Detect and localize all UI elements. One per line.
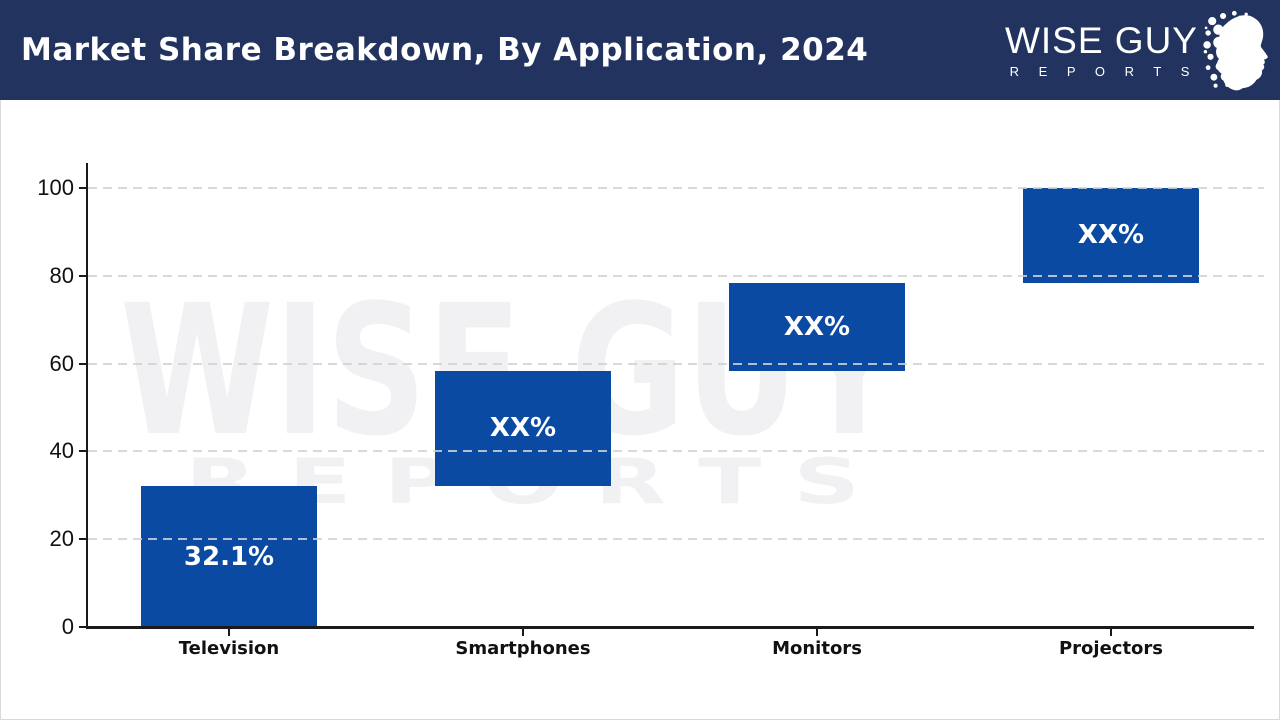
bar-television: 32.1% xyxy=(141,486,317,627)
logo-wordmark-line1: WISE GUY xyxy=(1004,20,1198,61)
x-axis-category-label: Projectors xyxy=(1058,638,1164,659)
y-axis-tick-label: 100 xyxy=(37,175,74,200)
y-axis-tick-0 xyxy=(79,626,88,628)
y-axis-tick-40 xyxy=(79,450,88,453)
bar-smartphones: XX% xyxy=(435,370,611,487)
gridline-100 xyxy=(88,187,1264,189)
gridline-60 xyxy=(88,362,1264,365)
x-axis-tick-projectors xyxy=(1110,627,1112,636)
bar-value-label: XX% xyxy=(489,413,557,444)
bar-projectors: XX% xyxy=(1023,188,1199,283)
bar-value-label: XX% xyxy=(783,311,851,342)
gridline-40 xyxy=(88,450,1264,453)
y-axis-tick-100 xyxy=(79,187,88,189)
y-axis-tick-20 xyxy=(79,538,88,541)
x-axis-category-label: Monitors xyxy=(772,638,862,659)
y-axis-tick-label: 0 xyxy=(61,614,74,639)
bar-monitors: XX% xyxy=(729,282,905,371)
y-axis-tick-label: 80 xyxy=(49,262,74,288)
logo-head-icon xyxy=(1202,9,1270,91)
x-axis-tick-monitors xyxy=(816,627,818,636)
header-bar: Market Share Breakdown, By Application, … xyxy=(0,0,1280,100)
x-axis-tick-television xyxy=(228,627,230,636)
logo-wordmark-line2: R E P O R T S xyxy=(1009,64,1198,79)
gridline-20 xyxy=(88,538,1264,541)
page-title: Market Share Breakdown, By Application, … xyxy=(21,32,869,68)
bar-value-label: XX% xyxy=(1077,220,1145,251)
y-axis-tick-label: 60 xyxy=(49,350,74,376)
logo-wordmark: WISE GUY R E P O R T S xyxy=(1005,22,1198,78)
y-axis-spine xyxy=(86,163,88,629)
y-axis-tick-80 xyxy=(79,274,88,277)
y-axis-tick-60 xyxy=(79,362,88,365)
y-axis-tick-label: 40 xyxy=(49,438,74,464)
wiseguy-logo: WISE GUY R E P O R T S xyxy=(1005,9,1280,91)
x-axis-tick-smartphones xyxy=(522,627,524,636)
gridline-80 xyxy=(88,274,1264,277)
x-axis-category-label: Television xyxy=(178,638,280,659)
bar-value-label: 32.1% xyxy=(183,541,275,572)
x-axis-category-label: Smartphones xyxy=(455,638,591,659)
y-axis-tick-label: 20 xyxy=(49,526,74,552)
x-axis-line xyxy=(86,626,1254,629)
